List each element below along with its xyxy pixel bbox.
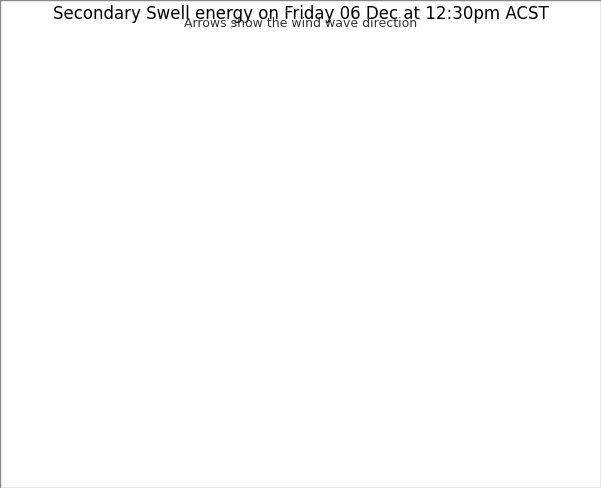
Text: Secondary Swell energy on Friday 06 Dec at 12:30pm ACST: Secondary Swell energy on Friday 06 Dec …	[53, 5, 548, 23]
Text: cartopy required: cartopy required	[243, 263, 358, 277]
Text: Arrows show the wind wave direction: Arrows show the wind wave direction	[184, 17, 417, 30]
